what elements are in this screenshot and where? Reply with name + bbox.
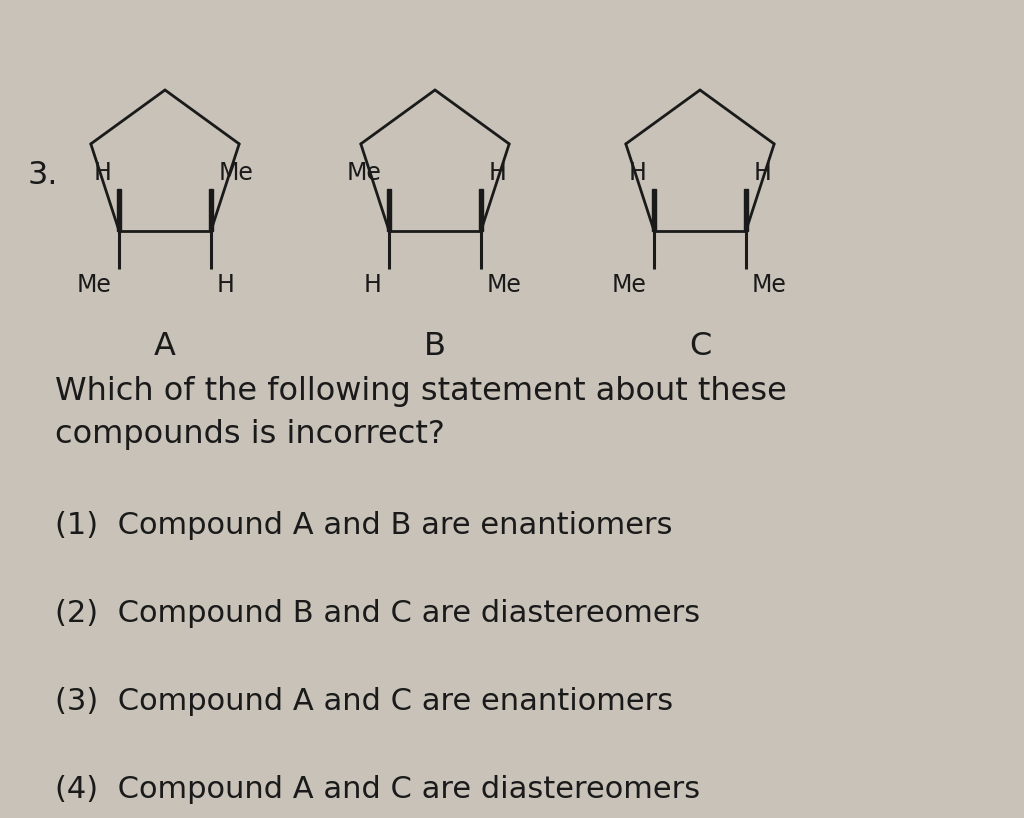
Text: A: A (154, 331, 176, 362)
Text: (4)  Compound A and C are diastereomers: (4) Compound A and C are diastereomers (55, 775, 700, 804)
Polygon shape (117, 189, 122, 231)
Text: Me: Me (752, 273, 786, 297)
Text: H: H (629, 161, 646, 185)
Text: Me: Me (346, 161, 381, 185)
Text: Which of the following statement about these
compounds is incorrect?: Which of the following statement about t… (55, 376, 786, 450)
Polygon shape (387, 189, 391, 231)
Text: H: H (488, 161, 507, 185)
Text: Me: Me (611, 273, 646, 297)
Text: (1)  Compound A and B are enantiomers: (1) Compound A and B are enantiomers (55, 511, 673, 540)
Text: H: H (364, 273, 381, 297)
Text: Me: Me (76, 273, 112, 297)
Text: (2)  Compound B and C are diastereomers: (2) Compound B and C are diastereomers (55, 599, 700, 628)
Polygon shape (478, 189, 483, 231)
Text: H: H (754, 161, 772, 185)
Text: 3.: 3. (28, 160, 58, 191)
Text: Me: Me (219, 161, 254, 185)
Text: H: H (93, 161, 112, 185)
Text: Me: Me (486, 273, 521, 297)
Polygon shape (652, 189, 656, 231)
Text: C: C (689, 331, 711, 362)
Polygon shape (209, 189, 213, 231)
Text: H: H (217, 273, 234, 297)
Text: B: B (424, 331, 446, 362)
Text: (3)  Compound A and C are enantiomers: (3) Compound A and C are enantiomers (55, 687, 673, 716)
Polygon shape (743, 189, 749, 231)
